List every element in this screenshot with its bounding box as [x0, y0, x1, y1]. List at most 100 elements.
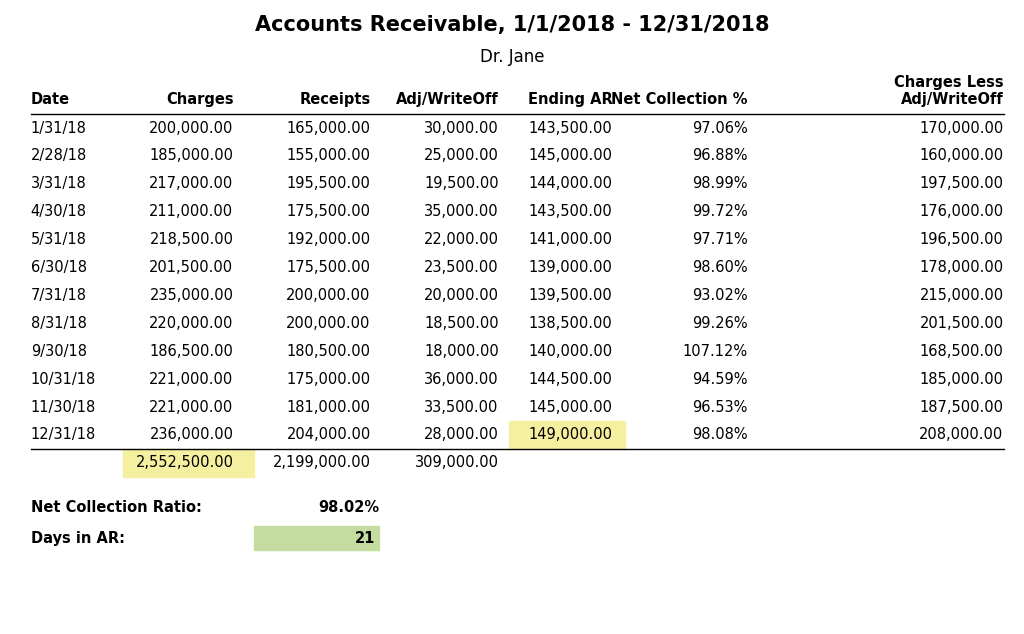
- Text: 175,500.00: 175,500.00: [287, 204, 371, 219]
- Text: Days in AR:: Days in AR:: [31, 531, 125, 546]
- Text: 10/31/18: 10/31/18: [31, 372, 96, 387]
- Text: 98.08%: 98.08%: [692, 427, 748, 443]
- Text: 3/31/18: 3/31/18: [31, 176, 86, 191]
- Bar: [254, 526, 379, 550]
- Text: 187,500.00: 187,500.00: [920, 399, 1004, 415]
- Text: 185,000.00: 185,000.00: [920, 372, 1004, 387]
- Text: 18,500.00: 18,500.00: [424, 316, 499, 331]
- Text: 6/30/18: 6/30/18: [31, 260, 87, 275]
- Text: 180,500.00: 180,500.00: [287, 344, 371, 359]
- Text: 2,199,000.00: 2,199,000.00: [272, 455, 371, 470]
- Text: 94.59%: 94.59%: [692, 372, 748, 387]
- Bar: [123, 449, 254, 477]
- Text: 19,500.00: 19,500.00: [424, 176, 499, 191]
- Text: 7/31/18: 7/31/18: [31, 288, 87, 303]
- Text: 9/30/18: 9/30/18: [31, 344, 87, 359]
- Text: 176,000.00: 176,000.00: [920, 204, 1004, 219]
- Text: 218,500.00: 218,500.00: [150, 232, 233, 247]
- Text: Receipts: Receipts: [299, 91, 371, 107]
- Text: 99.72%: 99.72%: [692, 204, 748, 219]
- Text: 20,000.00: 20,000.00: [424, 288, 499, 303]
- Text: 215,000.00: 215,000.00: [920, 288, 1004, 303]
- Text: 12/31/18: 12/31/18: [31, 427, 96, 443]
- Text: 197,500.00: 197,500.00: [920, 176, 1004, 191]
- Text: 98.99%: 98.99%: [692, 176, 748, 191]
- Text: 28,000.00: 28,000.00: [424, 427, 499, 443]
- Text: 175,000.00: 175,000.00: [287, 372, 371, 387]
- Text: 1/31/18: 1/31/18: [31, 120, 87, 136]
- Text: Dr. Jane: Dr. Jane: [480, 48, 544, 66]
- Text: 221,000.00: 221,000.00: [150, 399, 233, 415]
- Text: 144,500.00: 144,500.00: [528, 372, 612, 387]
- Text: 30,000.00: 30,000.00: [424, 120, 499, 136]
- Text: Accounts Receivable, 1/1/2018 - 12/31/2018: Accounts Receivable, 1/1/2018 - 12/31/20…: [255, 15, 769, 36]
- Text: 4/30/18: 4/30/18: [31, 204, 87, 219]
- Text: 36,000.00: 36,000.00: [424, 372, 499, 387]
- Text: 22,000.00: 22,000.00: [424, 232, 499, 247]
- Text: 170,000.00: 170,000.00: [920, 120, 1004, 136]
- Text: 99.26%: 99.26%: [692, 316, 748, 331]
- Text: 168,500.00: 168,500.00: [920, 344, 1004, 359]
- Text: 107.12%: 107.12%: [682, 344, 748, 359]
- Text: 186,500.00: 186,500.00: [150, 344, 233, 359]
- Text: 211,000.00: 211,000.00: [150, 204, 233, 219]
- Text: 96.53%: 96.53%: [692, 399, 748, 415]
- Text: Charges Less: Charges Less: [894, 75, 1004, 90]
- Text: 217,000.00: 217,000.00: [150, 176, 233, 191]
- Text: 33,500.00: 33,500.00: [424, 399, 499, 415]
- Text: Adj/WriteOff: Adj/WriteOff: [396, 91, 499, 107]
- Text: 181,000.00: 181,000.00: [287, 399, 371, 415]
- Text: Adj/WriteOff: Adj/WriteOff: [901, 91, 1004, 107]
- Text: 149,000.00: 149,000.00: [528, 427, 612, 443]
- Text: 201,500.00: 201,500.00: [920, 316, 1004, 331]
- Text: 11/30/18: 11/30/18: [31, 399, 96, 415]
- Text: 97.71%: 97.71%: [692, 232, 748, 247]
- Text: Charges: Charges: [166, 91, 233, 107]
- Text: 138,500.00: 138,500.00: [528, 316, 612, 331]
- Text: 196,500.00: 196,500.00: [920, 232, 1004, 247]
- Text: 144,000.00: 144,000.00: [528, 176, 612, 191]
- Text: 165,000.00: 165,000.00: [287, 120, 371, 136]
- Text: 2/28/18: 2/28/18: [31, 148, 87, 164]
- Text: 35,000.00: 35,000.00: [424, 204, 499, 219]
- Text: 178,000.00: 178,000.00: [920, 260, 1004, 275]
- Text: 220,000.00: 220,000.00: [150, 316, 233, 331]
- Text: Net Collection Ratio:: Net Collection Ratio:: [31, 500, 202, 515]
- Text: 200,000.00: 200,000.00: [287, 288, 371, 303]
- Text: 221,000.00: 221,000.00: [150, 372, 233, 387]
- Text: 160,000.00: 160,000.00: [920, 148, 1004, 164]
- Text: Ending AR: Ending AR: [527, 91, 612, 107]
- Text: 145,000.00: 145,000.00: [528, 148, 612, 164]
- Text: 21: 21: [354, 531, 375, 546]
- Text: 145,000.00: 145,000.00: [528, 399, 612, 415]
- Text: 143,500.00: 143,500.00: [528, 120, 612, 136]
- Bar: [509, 421, 625, 449]
- Text: 25,000.00: 25,000.00: [424, 148, 499, 164]
- Text: 175,500.00: 175,500.00: [287, 260, 371, 275]
- Text: 96.88%: 96.88%: [692, 148, 748, 164]
- Text: 208,000.00: 208,000.00: [920, 427, 1004, 443]
- Text: 141,000.00: 141,000.00: [528, 232, 612, 247]
- Text: 98.02%: 98.02%: [317, 500, 379, 515]
- Text: 201,500.00: 201,500.00: [150, 260, 233, 275]
- Text: 143,500.00: 143,500.00: [528, 204, 612, 219]
- Text: Date: Date: [31, 91, 70, 107]
- Text: 204,000.00: 204,000.00: [287, 427, 371, 443]
- Text: 18,000.00: 18,000.00: [424, 344, 499, 359]
- Text: 195,500.00: 195,500.00: [287, 176, 371, 191]
- Text: 236,000.00: 236,000.00: [150, 427, 233, 443]
- Text: 93.02%: 93.02%: [692, 288, 748, 303]
- Text: 23,500.00: 23,500.00: [424, 260, 499, 275]
- Text: 97.06%: 97.06%: [692, 120, 748, 136]
- Text: 309,000.00: 309,000.00: [415, 455, 499, 470]
- Text: 200,000.00: 200,000.00: [150, 120, 233, 136]
- Text: 2,552,500.00: 2,552,500.00: [135, 455, 233, 470]
- Text: 139,500.00: 139,500.00: [528, 288, 612, 303]
- Text: 139,000.00: 139,000.00: [528, 260, 612, 275]
- Text: 155,000.00: 155,000.00: [287, 148, 371, 164]
- Text: 185,000.00: 185,000.00: [150, 148, 233, 164]
- Text: Net Collection %: Net Collection %: [611, 91, 748, 107]
- Text: 8/31/18: 8/31/18: [31, 316, 87, 331]
- Text: 235,000.00: 235,000.00: [150, 288, 233, 303]
- Text: 200,000.00: 200,000.00: [287, 316, 371, 331]
